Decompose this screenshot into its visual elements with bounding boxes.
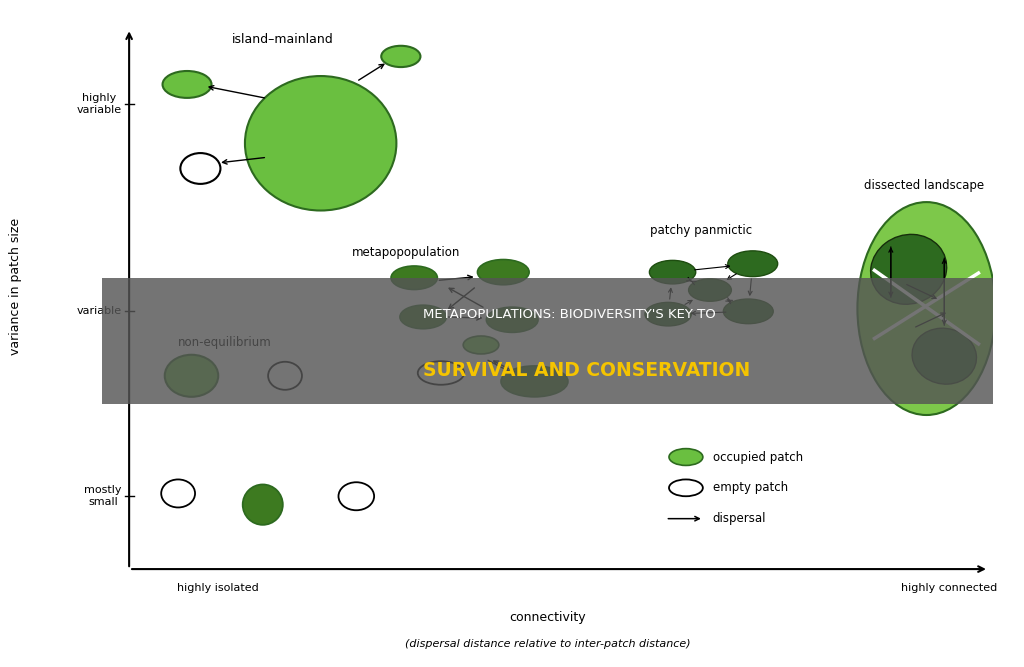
Ellipse shape (669, 480, 702, 496)
Ellipse shape (688, 279, 731, 301)
Ellipse shape (728, 251, 777, 277)
Text: highly isolated: highly isolated (177, 583, 259, 593)
Text: METAPOPULATIONS: BIODIVERSITY'S KEY TO: METAPOPULATIONS: BIODIVERSITY'S KEY TO (423, 307, 716, 321)
Text: mostly
small: mostly small (85, 486, 122, 507)
Text: highly
variable: highly variable (77, 93, 122, 115)
Ellipse shape (418, 362, 464, 385)
Text: island–mainland: island–mainland (231, 33, 334, 46)
Text: empty patch: empty patch (713, 482, 787, 494)
Ellipse shape (477, 259, 529, 285)
Text: non-equilibrium: non-equilibrium (178, 336, 272, 349)
Ellipse shape (381, 46, 421, 67)
Ellipse shape (669, 449, 702, 466)
Text: connectivity: connectivity (510, 611, 586, 624)
Ellipse shape (463, 336, 499, 354)
Ellipse shape (165, 355, 218, 397)
Text: patchy panmictic: patchy panmictic (650, 223, 753, 237)
Ellipse shape (486, 307, 538, 332)
Ellipse shape (501, 366, 568, 397)
Text: variance in patch size: variance in patch size (9, 218, 22, 356)
Text: occupied patch: occupied patch (713, 450, 803, 464)
Text: variable: variable (77, 306, 122, 316)
Ellipse shape (400, 305, 446, 329)
Text: (dispersal distance relative to inter-patch distance): (dispersal distance relative to inter-pa… (406, 639, 690, 649)
Text: dispersal: dispersal (713, 512, 766, 525)
Ellipse shape (268, 362, 302, 390)
Text: SURVIVAL AND CONSERVATION: SURVIVAL AND CONSERVATION (423, 361, 751, 380)
Ellipse shape (163, 71, 212, 98)
Ellipse shape (649, 260, 695, 284)
Text: highly connected: highly connected (901, 583, 996, 593)
Text: metapopopulation: metapopopulation (352, 246, 460, 259)
Ellipse shape (870, 234, 946, 304)
Ellipse shape (723, 299, 773, 323)
Ellipse shape (339, 482, 374, 510)
Text: dissected landscape: dissected landscape (864, 179, 984, 192)
Ellipse shape (161, 480, 195, 508)
Ellipse shape (391, 266, 437, 289)
Ellipse shape (857, 202, 995, 415)
Bar (102, 277, 993, 404)
Ellipse shape (180, 153, 220, 184)
Ellipse shape (243, 484, 283, 525)
Ellipse shape (245, 76, 396, 211)
Ellipse shape (912, 328, 977, 384)
Ellipse shape (645, 302, 691, 326)
